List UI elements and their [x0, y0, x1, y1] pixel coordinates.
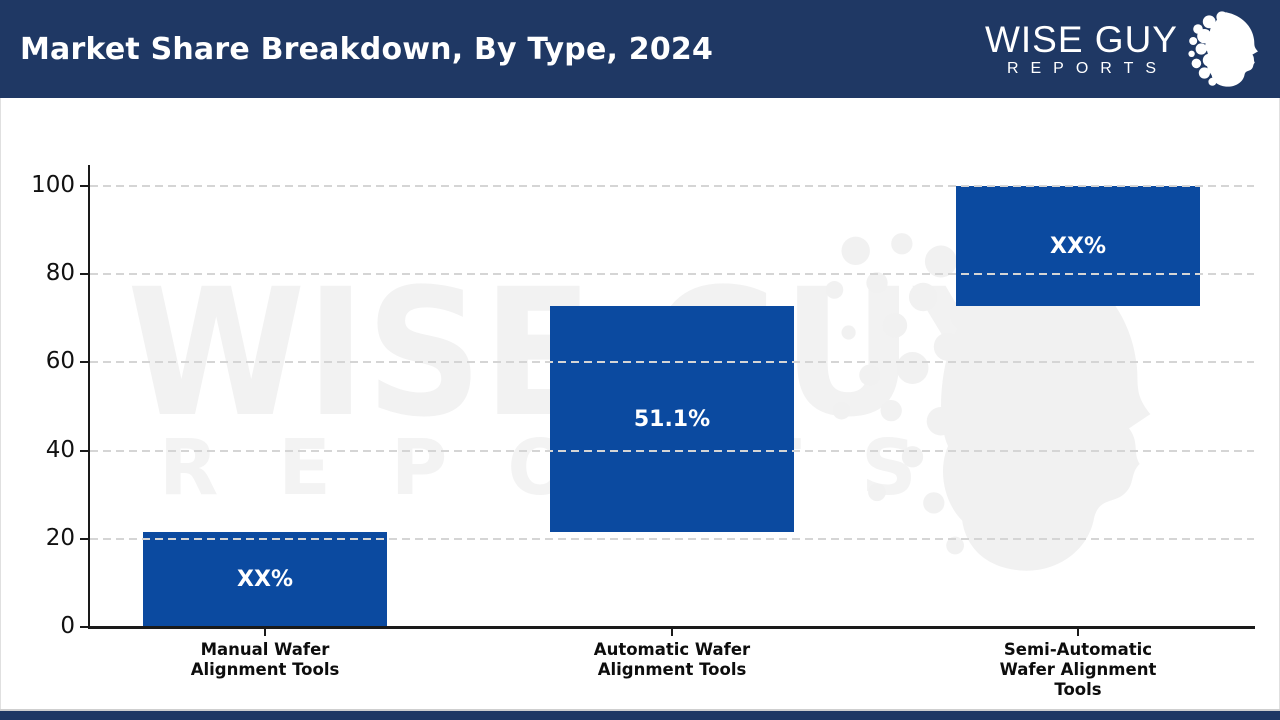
category-label-semi-automatic: Semi-Automatic Wafer Alignment Tools	[999, 640, 1157, 699]
wise-guy-logo: WISE GUY REPORTS	[985, 9, 1264, 89]
bar-automatic-wafer: 51.1%	[550, 306, 794, 532]
dotted-head-icon	[1188, 11, 1258, 87]
watermark-head-icon	[825, 233, 1151, 571]
footer-bar	[0, 711, 1280, 720]
x-tick	[671, 629, 673, 636]
category-label-manual: Manual Wafer Alignment Tools	[190, 640, 340, 679]
gridline-60	[90, 361, 1254, 363]
bar-semi-automatic-wafer: XX%	[956, 186, 1200, 306]
y-tick	[80, 626, 88, 628]
y-tick-label: 100	[31, 172, 75, 198]
logo-wordmark: WISE GUY	[984, 18, 1178, 60]
y-tick	[80, 450, 88, 452]
y-tick	[80, 361, 88, 363]
y-tick	[80, 538, 88, 540]
y-tick-label: 20	[45, 525, 75, 551]
category-label-automatic: Automatic Wafer Alignment Tools	[593, 640, 751, 679]
y-tick	[80, 273, 88, 275]
x-tick	[264, 629, 266, 636]
bar-value-label: 51.1%	[633, 406, 711, 432]
page-title: Market Share Breakdown, By Type, 2024	[20, 31, 714, 67]
gridline-100	[90, 185, 1254, 187]
gridline-80	[90, 273, 1254, 275]
y-tick	[80, 185, 88, 187]
y-tick-label: 60	[45, 348, 75, 374]
bottom-divider	[0, 709, 1280, 711]
logo-subtitle: REPORTS	[1006, 59, 1169, 77]
bar-value-label: XX%	[1050, 233, 1106, 259]
y-axis	[88, 165, 90, 629]
bar-manual-wafer: XX%	[143, 532, 387, 627]
chart-area: WISE GUY REPORTS	[0, 98, 1280, 711]
gridline-40	[90, 450, 1254, 452]
x-tick	[1077, 629, 1079, 636]
x-axis	[88, 626, 1255, 629]
gridline-20	[90, 538, 1254, 540]
bar-value-label: XX%	[237, 567, 293, 592]
y-tick-label: 80	[45, 260, 75, 286]
y-tick-label: 40	[45, 437, 75, 463]
y-tick-label: 0	[60, 613, 75, 639]
header: Market Share Breakdown, By Type, 2024 WI…	[0, 0, 1280, 98]
logo-text: WISE GUY REPORTS	[984, 18, 1178, 77]
